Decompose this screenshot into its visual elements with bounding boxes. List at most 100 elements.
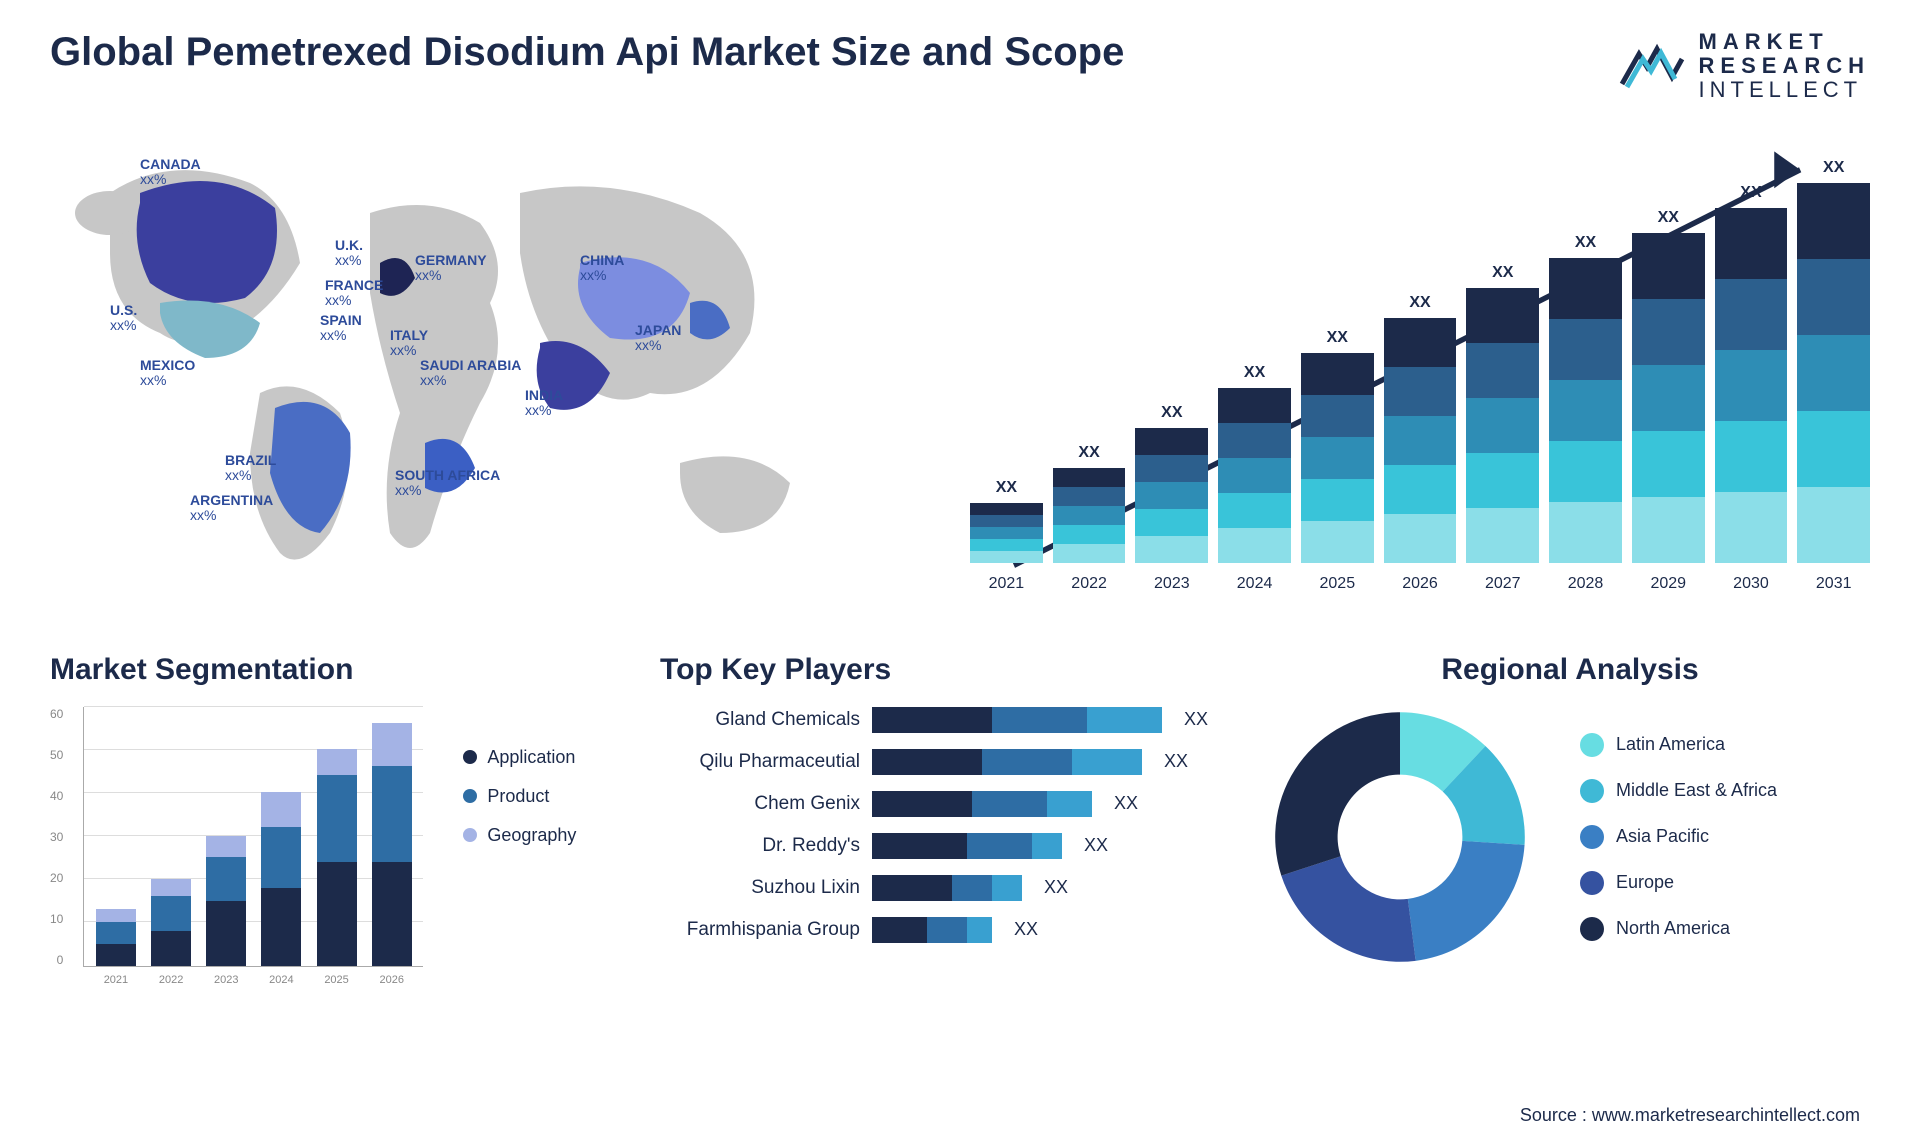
growth-bar-2030: XX2030 (1715, 184, 1788, 563)
growth-value-label: XX (996, 479, 1017, 497)
map-label-japan: JAPANxx% (635, 323, 681, 354)
map-label-argentina: ARGENTINAxx% (190, 493, 273, 524)
growth-value-label: XX (1823, 159, 1844, 177)
donut-slice-europe (1281, 856, 1415, 962)
growth-year-label: 2031 (1797, 575, 1870, 593)
player-bar (872, 917, 992, 943)
growth-bar-2026: XX2026 (1384, 294, 1457, 563)
growth-value-label: XX (1161, 404, 1182, 422)
seg-bar-2023: 2023 (206, 836, 246, 966)
player-name: Qilu Pharmaceutial (660, 751, 860, 773)
regional-panel: Regional Analysis Latin America Middle Ea… (1270, 653, 1870, 967)
growth-year-label: 2025 (1301, 575, 1374, 593)
players-panel: Top Key Players Gland ChemicalsXXQilu Ph… (660, 653, 1220, 967)
player-name: Suzhou Lixin (660, 877, 860, 899)
player-value: XX (1084, 835, 1108, 856)
donut-slice-asia-pacific (1408, 840, 1525, 960)
player-row: Gland ChemicalsXX (660, 707, 1220, 733)
seg-bar-2026: 2026 (372, 723, 412, 966)
seg-legend-geography: Geography (463, 825, 576, 846)
seg-bar-2022: 2022 (151, 879, 191, 966)
seg-legend-product: Product (463, 786, 576, 807)
map-label-china: CHINAxx% (580, 253, 624, 284)
growth-year-label: 2021 (970, 575, 1043, 593)
growth-value-label: XX (1078, 444, 1099, 462)
player-row: Qilu PharmaceutialXX (660, 749, 1220, 775)
map-label-spain: SPAINxx% (320, 313, 362, 344)
player-bar (872, 707, 1162, 733)
player-bar (872, 833, 1062, 859)
map-label-canada: CANADAxx% (140, 157, 201, 188)
player-value: XX (1114, 793, 1138, 814)
player-row: Dr. Reddy's XX (660, 833, 1220, 859)
growth-bar-2031: XX2031 (1797, 159, 1870, 563)
players-title: Top Key Players (660, 653, 1220, 687)
growth-year-label: 2030 (1715, 575, 1788, 593)
seg-year-label: 2024 (261, 974, 301, 986)
growth-bar-2025: XX2025 (1301, 329, 1374, 563)
growth-year-label: 2022 (1053, 575, 1126, 593)
map-label-france: FRANCExx% (325, 278, 383, 309)
logo-line1: MARKET (1699, 30, 1870, 54)
seg-year-label: 2023 (206, 974, 246, 986)
map-label-india: INDIAxx% (525, 388, 563, 419)
player-value: XX (1044, 877, 1068, 898)
growth-value-label: XX (1575, 234, 1596, 252)
growth-year-label: 2026 (1384, 575, 1457, 593)
growth-bar-2027: XX2027 (1466, 264, 1539, 563)
growth-year-label: 2029 (1632, 575, 1705, 593)
player-bar (872, 749, 1142, 775)
world-map: CANADAxx%U.S.xx%MEXICOxx%BRAZILxx%ARGENT… (50, 133, 930, 593)
map-label-brazil: BRAZILxx% (225, 453, 276, 484)
growth-value-label: XX (1244, 364, 1265, 382)
seg-legend-application: Application (463, 747, 576, 768)
regional-legend-item: Middle East & Africa (1580, 779, 1777, 803)
growth-chart: XX2021XX2022XX2023XX2024XX2025XX2026XX20… (970, 133, 1870, 593)
map-label-saudiarabia: SAUDI ARABIAxx% (420, 358, 521, 389)
seg-year-label: 2025 (317, 974, 357, 986)
growth-bar-2029: XX2029 (1632, 209, 1705, 563)
player-bar (872, 875, 1022, 901)
growth-bar-2022: XX2022 (1053, 444, 1126, 563)
growth-value-label: XX (1409, 294, 1430, 312)
segmentation-panel: Market Segmentation 6050403020100 202120… (50, 653, 610, 967)
regional-donut (1270, 707, 1530, 967)
growth-bar-2024: XX2024 (1218, 364, 1291, 563)
map-label-southafrica: SOUTH AFRICAxx% (395, 468, 500, 499)
regional-legend-item: Europe (1580, 871, 1777, 895)
logo-line3: INTELLECT (1699, 78, 1870, 102)
segmentation-title: Market Segmentation (50, 653, 610, 687)
regional-legend-item: Asia Pacific (1580, 825, 1777, 849)
growth-year-label: 2024 (1218, 575, 1291, 593)
growth-bar-2028: XX2028 (1549, 234, 1622, 563)
player-value: XX (1014, 919, 1038, 940)
map-label-mexico: MEXICOxx% (140, 358, 195, 389)
player-row: Farmhispania Group XX (660, 917, 1220, 943)
map-label-italy: ITALYxx% (390, 328, 428, 359)
growth-value-label: XX (1658, 209, 1679, 227)
player-name: Dr. Reddy's (660, 835, 860, 857)
seg-bar-2025: 2025 (317, 749, 357, 966)
growth-bar-2023: XX2023 (1135, 404, 1208, 563)
brand-logo: MARKET RESEARCH INTELLECT (1617, 30, 1870, 103)
logo-icon (1617, 39, 1687, 94)
map-label-uk: U.K.xx% (335, 238, 363, 269)
player-name: Chem Genix (660, 793, 860, 815)
donut-slice-north-america (1275, 712, 1400, 875)
growth-year-label: 2027 (1466, 575, 1539, 593)
player-row: Chem Genix XX (660, 791, 1220, 817)
regional-title: Regional Analysis (1270, 653, 1870, 687)
seg-year-label: 2026 (372, 974, 412, 986)
player-row: Suzhou Lixin XX (660, 875, 1220, 901)
player-name: Gland Chemicals (660, 709, 860, 731)
growth-year-label: 2023 (1135, 575, 1208, 593)
regional-legend-item: North America (1580, 917, 1777, 941)
growth-value-label: XX (1740, 184, 1761, 202)
player-name: Farmhispania Group (660, 919, 860, 941)
player-bar (872, 791, 1092, 817)
regional-legend-item: Latin America (1580, 733, 1777, 757)
seg-bar-2024: 2024 (261, 792, 301, 965)
page-title: Global Pemetrexed Disodium Api Market Si… (50, 30, 1124, 75)
seg-year-label: 2021 (96, 974, 136, 986)
seg-bar-2021: 2021 (96, 909, 136, 965)
